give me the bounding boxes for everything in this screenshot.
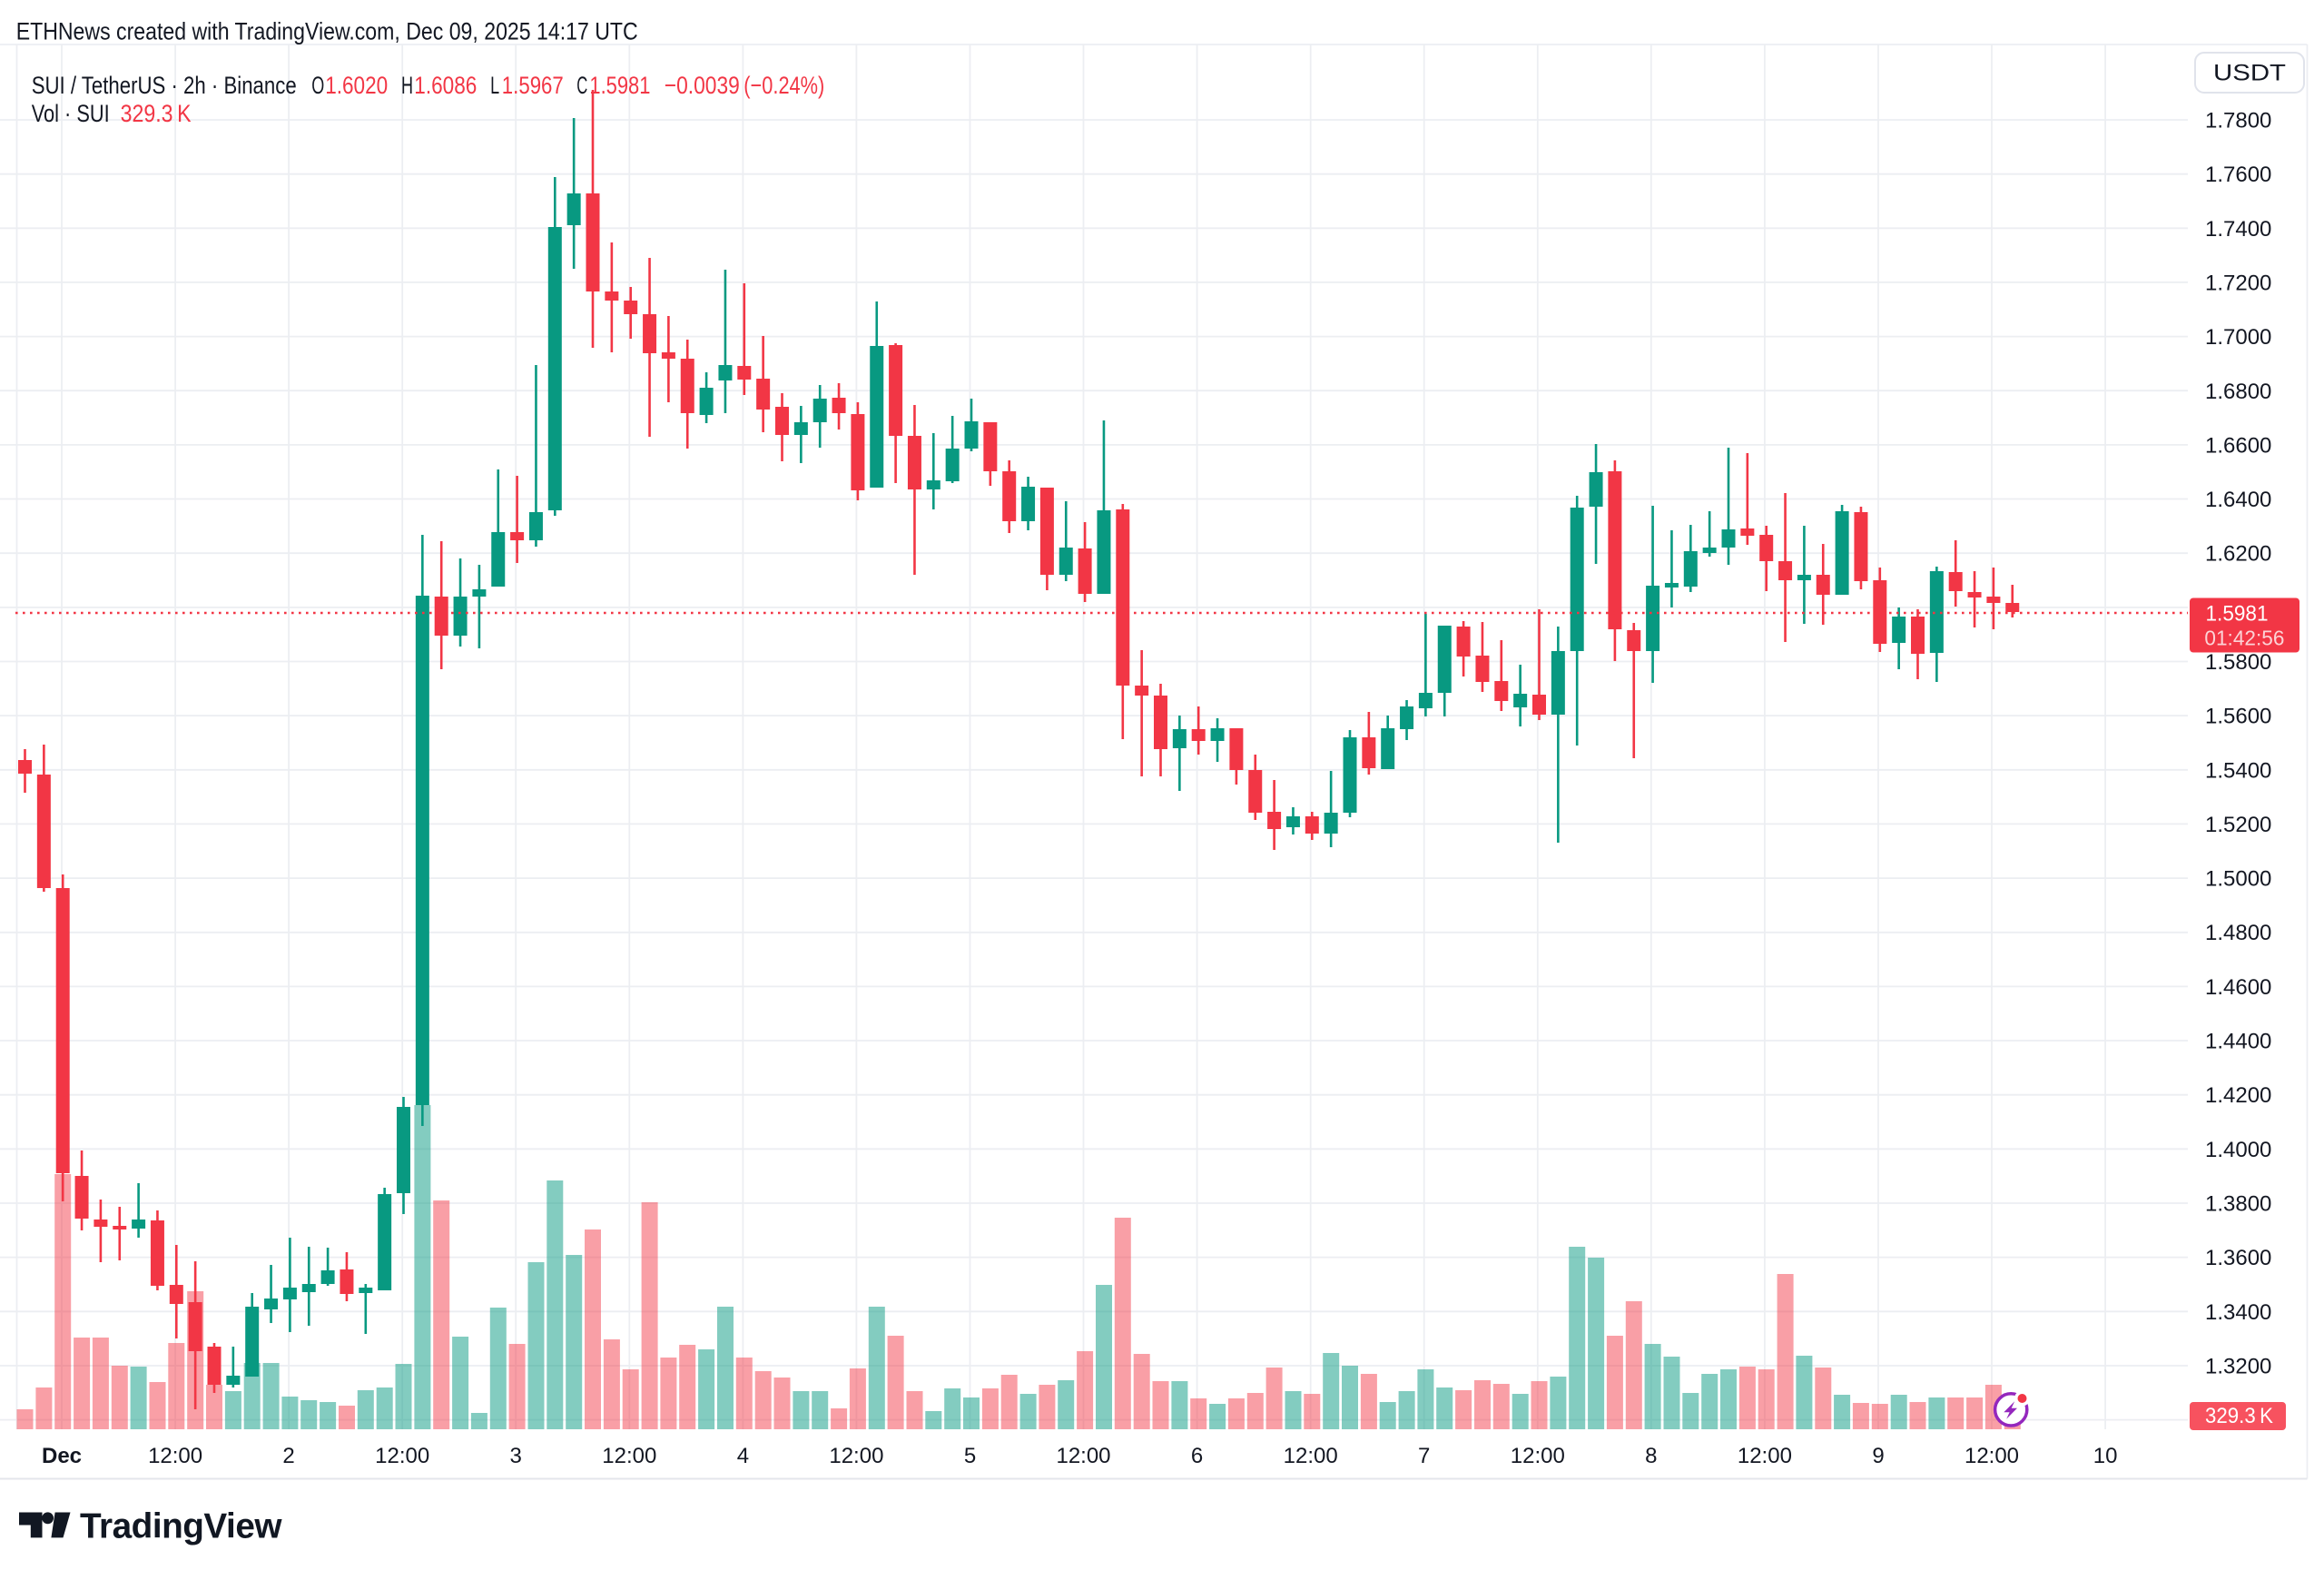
svg-text:9: 9	[1872, 1444, 1884, 1468]
svg-text:1.5000: 1.5000	[2205, 867, 2271, 892]
svg-text:329.3 K: 329.3 K	[121, 100, 192, 127]
svg-text:1.7800: 1.7800	[2205, 109, 2271, 133]
svg-text:8: 8	[1645, 1444, 1657, 1468]
svg-text:1.3400: 1.3400	[2205, 1300, 2271, 1325]
svg-text:H: H	[401, 72, 413, 99]
svg-text:12:00: 12:00	[1965, 1444, 2019, 1468]
svg-text:−0.0039: −0.0039	[665, 72, 740, 99]
svg-text:USDT: USDT	[2213, 61, 2286, 86]
svg-text:12:00: 12:00	[602, 1444, 656, 1468]
svg-text:12:00: 12:00	[375, 1444, 429, 1468]
svg-text:1.7000: 1.7000	[2205, 325, 2271, 350]
svg-text:1.4800: 1.4800	[2205, 921, 2271, 945]
svg-text:ETHNews created with TradingVi: ETHNews created with TradingView.com, De…	[16, 18, 638, 45]
svg-text:1.4600: 1.4600	[2205, 975, 2271, 1000]
svg-text:1.4000: 1.4000	[2205, 1138, 2271, 1162]
svg-text:1.7400: 1.7400	[2205, 217, 2271, 242]
svg-text:12:00: 12:00	[1511, 1444, 1565, 1468]
svg-text:4: 4	[737, 1444, 749, 1468]
svg-text:6: 6	[1191, 1444, 1203, 1468]
svg-text:Vol · SUI: Vol · SUI	[32, 100, 110, 127]
svg-text:1.5967: 1.5967	[502, 72, 564, 99]
svg-text:12:00: 12:00	[1738, 1444, 1792, 1468]
svg-text:(−0.24%): (−0.24%)	[743, 72, 824, 99]
svg-text:SUI / TetherUS · 2h · Binance: SUI / TetherUS · 2h · Binance	[32, 72, 297, 99]
svg-text:TradingView: TradingView	[80, 1506, 283, 1545]
svg-text:1.5600: 1.5600	[2205, 705, 2271, 729]
svg-text:1.3600: 1.3600	[2205, 1246, 2271, 1270]
svg-text:1.6086: 1.6086	[414, 72, 477, 99]
svg-text:1.5981: 1.5981	[589, 72, 650, 99]
svg-text:1.6020: 1.6020	[325, 72, 388, 99]
svg-text:01:42:56: 01:42:56	[2204, 627, 2284, 650]
svg-text:1.4400: 1.4400	[2205, 1030, 2271, 1054]
svg-text:12:00: 12:00	[1284, 1444, 1338, 1468]
svg-text:12:00: 12:00	[1056, 1444, 1110, 1468]
svg-text:329.3 K: 329.3 K	[2205, 1404, 2273, 1428]
svg-text:1.5200: 1.5200	[2205, 813, 2271, 837]
svg-text:1.5800: 1.5800	[2205, 650, 2271, 675]
svg-text:1.3200: 1.3200	[2205, 1355, 2271, 1379]
svg-text:12:00: 12:00	[829, 1444, 883, 1468]
svg-text:1.6400: 1.6400	[2205, 488, 2271, 512]
svg-text:1.6800: 1.6800	[2205, 380, 2271, 404]
svg-text:1.7200: 1.7200	[2205, 271, 2271, 295]
svg-text:O: O	[311, 72, 324, 99]
svg-text:2: 2	[282, 1444, 294, 1468]
svg-text:1.5981: 1.5981	[2206, 602, 2269, 627]
svg-text:1.6200: 1.6200	[2205, 542, 2271, 567]
svg-text:10: 10	[2093, 1444, 2118, 1468]
svg-text:3: 3	[510, 1444, 522, 1468]
svg-text:1.3800: 1.3800	[2205, 1192, 2271, 1217]
svg-text:12:00: 12:00	[148, 1444, 202, 1468]
svg-text:7: 7	[1418, 1444, 1430, 1468]
svg-text:Dec: Dec	[42, 1444, 82, 1468]
svg-text:1.6600: 1.6600	[2205, 433, 2271, 458]
svg-text:C: C	[576, 72, 587, 99]
svg-text:1.5400: 1.5400	[2205, 758, 2271, 783]
svg-text:L: L	[490, 72, 499, 99]
svg-text:1.7600: 1.7600	[2205, 163, 2271, 187]
svg-text:1.4200: 1.4200	[2205, 1083, 2271, 1108]
svg-text:5: 5	[964, 1444, 976, 1468]
